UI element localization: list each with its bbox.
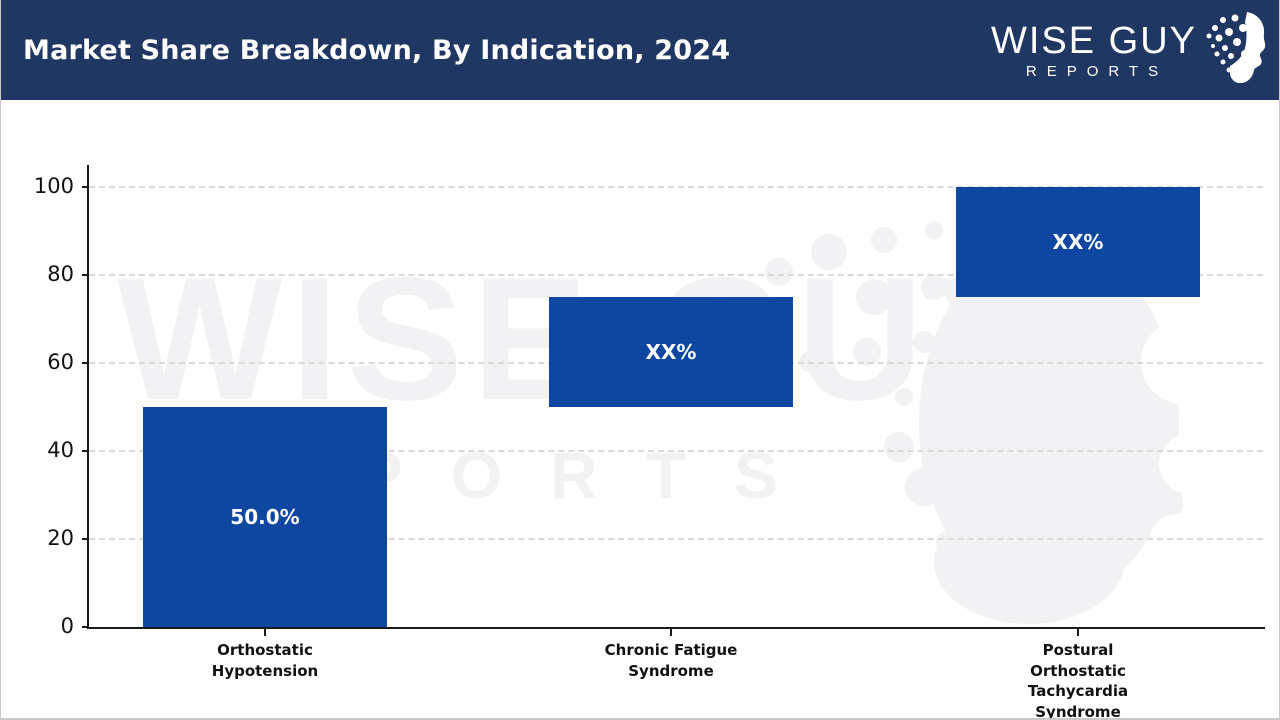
wiseguy-logo: WISE GUY REPORTS (991, 6, 1267, 95)
gridline-40 (89, 450, 1263, 452)
x-tick-1 (264, 629, 266, 636)
bar-segment-3: XX% (956, 187, 1200, 297)
page-title: Market Share Breakdown, By Indication, 2… (23, 34, 731, 66)
x-category-label-line: Chronic Fatigue (604, 641, 738, 659)
x-category-label-line: Orthostatic (217, 641, 313, 659)
watermark-face-icon (719, 212, 1225, 637)
x-axis-line (87, 627, 1265, 629)
bar-segment-1: 50.0% (143, 407, 387, 627)
x-category-label-line: Postural (1042, 641, 1114, 659)
x-category-label-line: Hypotension (211, 661, 319, 680)
bar-value-label-1: 50.0% (230, 505, 300, 529)
chart-plot-area: 0 20 40 60 80 100 50.0% XX% XX% Orthostatic Hypote… (1, 100, 1279, 720)
logo-subtitle: REPORTS (1025, 62, 1169, 80)
x-tick-2 (670, 629, 672, 636)
x-category-label-line: Tachycardia (1027, 682, 1129, 700)
bar-value-label-3: XX% (1052, 230, 1104, 254)
x-category-label-1: Orthostatic Hypotension (135, 640, 395, 681)
y-tick-label-40: 40 (47, 438, 74, 462)
gridline-100 (89, 186, 1263, 188)
y-tick-label-60: 60 (47, 350, 74, 374)
bar-value-label-2: XX% (645, 340, 697, 364)
logo-wordmark: WISE GUY (990, 19, 1197, 62)
y-tick-100 (82, 186, 89, 188)
x-tick-3 (1077, 629, 1079, 636)
y-tick-0 (82, 626, 89, 628)
x-category-label-2: Chronic Fatigue Syndrome (541, 640, 801, 681)
y-tick-80 (82, 274, 89, 276)
x-category-label-line: Orthostatic (1030, 661, 1126, 680)
y-tick-label-100: 100 (33, 174, 74, 198)
y-tick-label-80: 80 (47, 262, 74, 286)
gridline-80 (89, 274, 1263, 276)
y-tick-40 (82, 450, 89, 452)
logo-face-icon (1203, 6, 1267, 95)
logo-text: WISE GUY REPORTS (991, 22, 1197, 79)
x-category-label-line: Syndrome (1035, 702, 1121, 720)
x-category-label-3: Postural Orthostatic Tachycardia Syndrome (948, 640, 1208, 720)
y-axis-line (87, 165, 89, 629)
y-tick-label-0: 0 (60, 614, 74, 638)
y-tick-label-20: 20 (47, 526, 74, 550)
header: Market Share Breakdown, By Indication, 2… (1, 0, 1279, 100)
gridline-20 (89, 538, 1263, 540)
y-tick-20 (82, 538, 89, 540)
x-category-label-line: Syndrome (628, 661, 714, 680)
y-tick-60 (82, 362, 89, 364)
bar-segment-2: XX% (549, 297, 793, 407)
